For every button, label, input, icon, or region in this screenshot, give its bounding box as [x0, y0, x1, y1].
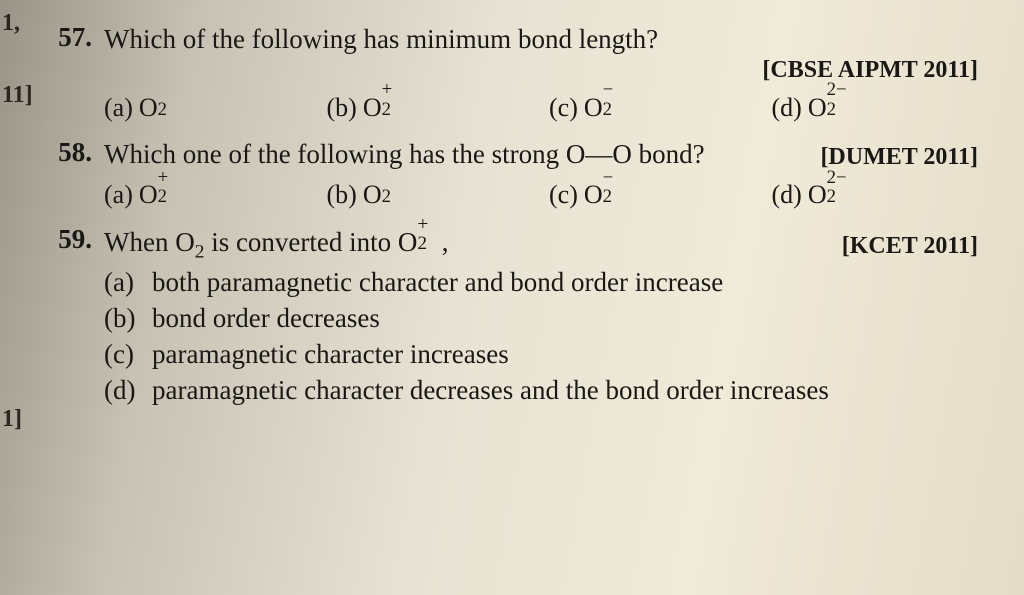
- question-57: 57. Which of the following has minimum b…: [38, 22, 984, 123]
- options-row: (a) O2 (b) O2+ (c) O2− (d) O22−: [104, 90, 984, 123]
- exam-tag: [CBSE AIPMT 2011]: [104, 57, 984, 84]
- option-label: (c): [549, 180, 578, 210]
- option-a: (a) both paramagnetic character and bond…: [104, 264, 984, 300]
- option-b: (b) bond order decreases: [104, 300, 984, 336]
- chem-formula: O2+: [139, 177, 181, 210]
- option-d: (d) paramagnetic character decreases and…: [104, 372, 984, 408]
- option-label: (a): [104, 180, 133, 210]
- chem-formula: O2: [139, 90, 181, 123]
- question-number: 58.: [38, 137, 94, 168]
- option-text: paramagnetic character decreases and the…: [152, 372, 829, 408]
- option-c: (c) O2−: [549, 90, 762, 123]
- margin-fragment-2: 11]: [2, 82, 33, 109]
- chem-formula: O2−: [584, 177, 626, 210]
- option-d: (d) O22−: [772, 90, 985, 123]
- question-number: 59.: [38, 224, 94, 255]
- option-d: (d) O22−: [772, 177, 985, 210]
- option-label: (b): [327, 93, 357, 123]
- margin-fragment-1: 1,: [2, 10, 20, 37]
- option-label: (c): [549, 93, 578, 123]
- option-b: (b) O2+: [327, 90, 540, 123]
- question-number: 57.: [38, 22, 94, 53]
- option-label: (d): [772, 93, 802, 123]
- option-text: paramagnetic character increases: [152, 336, 509, 372]
- option-label: (d): [772, 180, 802, 210]
- options-list: (a) both paramagnetic character and bond…: [104, 264, 984, 409]
- option-c: (c) paramagnetic character increases: [104, 336, 984, 372]
- option-label: (b): [104, 300, 146, 336]
- question-text: When O2 is converted into O2+,: [104, 224, 448, 260]
- question-58: 58. Which one of the following has the s…: [38, 137, 984, 211]
- option-label: (b): [327, 180, 357, 210]
- options-row: (a) O2+ (b) O2 (c) O2− (d) O22−: [104, 177, 984, 210]
- option-label: (a): [104, 93, 133, 123]
- exam-tag: [KCET 2011]: [842, 233, 984, 260]
- chem-formula: O2+: [363, 90, 405, 123]
- option-a: (a) O2: [104, 90, 317, 123]
- chem-formula: O2: [363, 177, 405, 210]
- option-text: both paramagnetic character and bond ord…: [152, 264, 723, 300]
- option-label: (a): [104, 264, 146, 300]
- option-a: (a) O2+: [104, 177, 317, 210]
- chem-formula: O22−: [808, 90, 850, 123]
- option-b: (b) O2: [327, 177, 540, 210]
- option-c: (c) O2−: [549, 177, 762, 210]
- chem-formula: O2−: [584, 90, 626, 123]
- question-text: Which of the following has minimum bond …: [104, 22, 984, 57]
- option-label: (d): [104, 372, 146, 408]
- margin-fragment-3: 1]: [2, 406, 22, 433]
- option-label: (c): [104, 336, 146, 372]
- question-59: 59. When O2 is converted into O2+, [KCET…: [38, 224, 984, 408]
- question-text: Which one of the following has the stron…: [104, 137, 705, 172]
- chem-formula: O22−: [808, 177, 850, 210]
- option-text: bond order decreases: [152, 300, 380, 336]
